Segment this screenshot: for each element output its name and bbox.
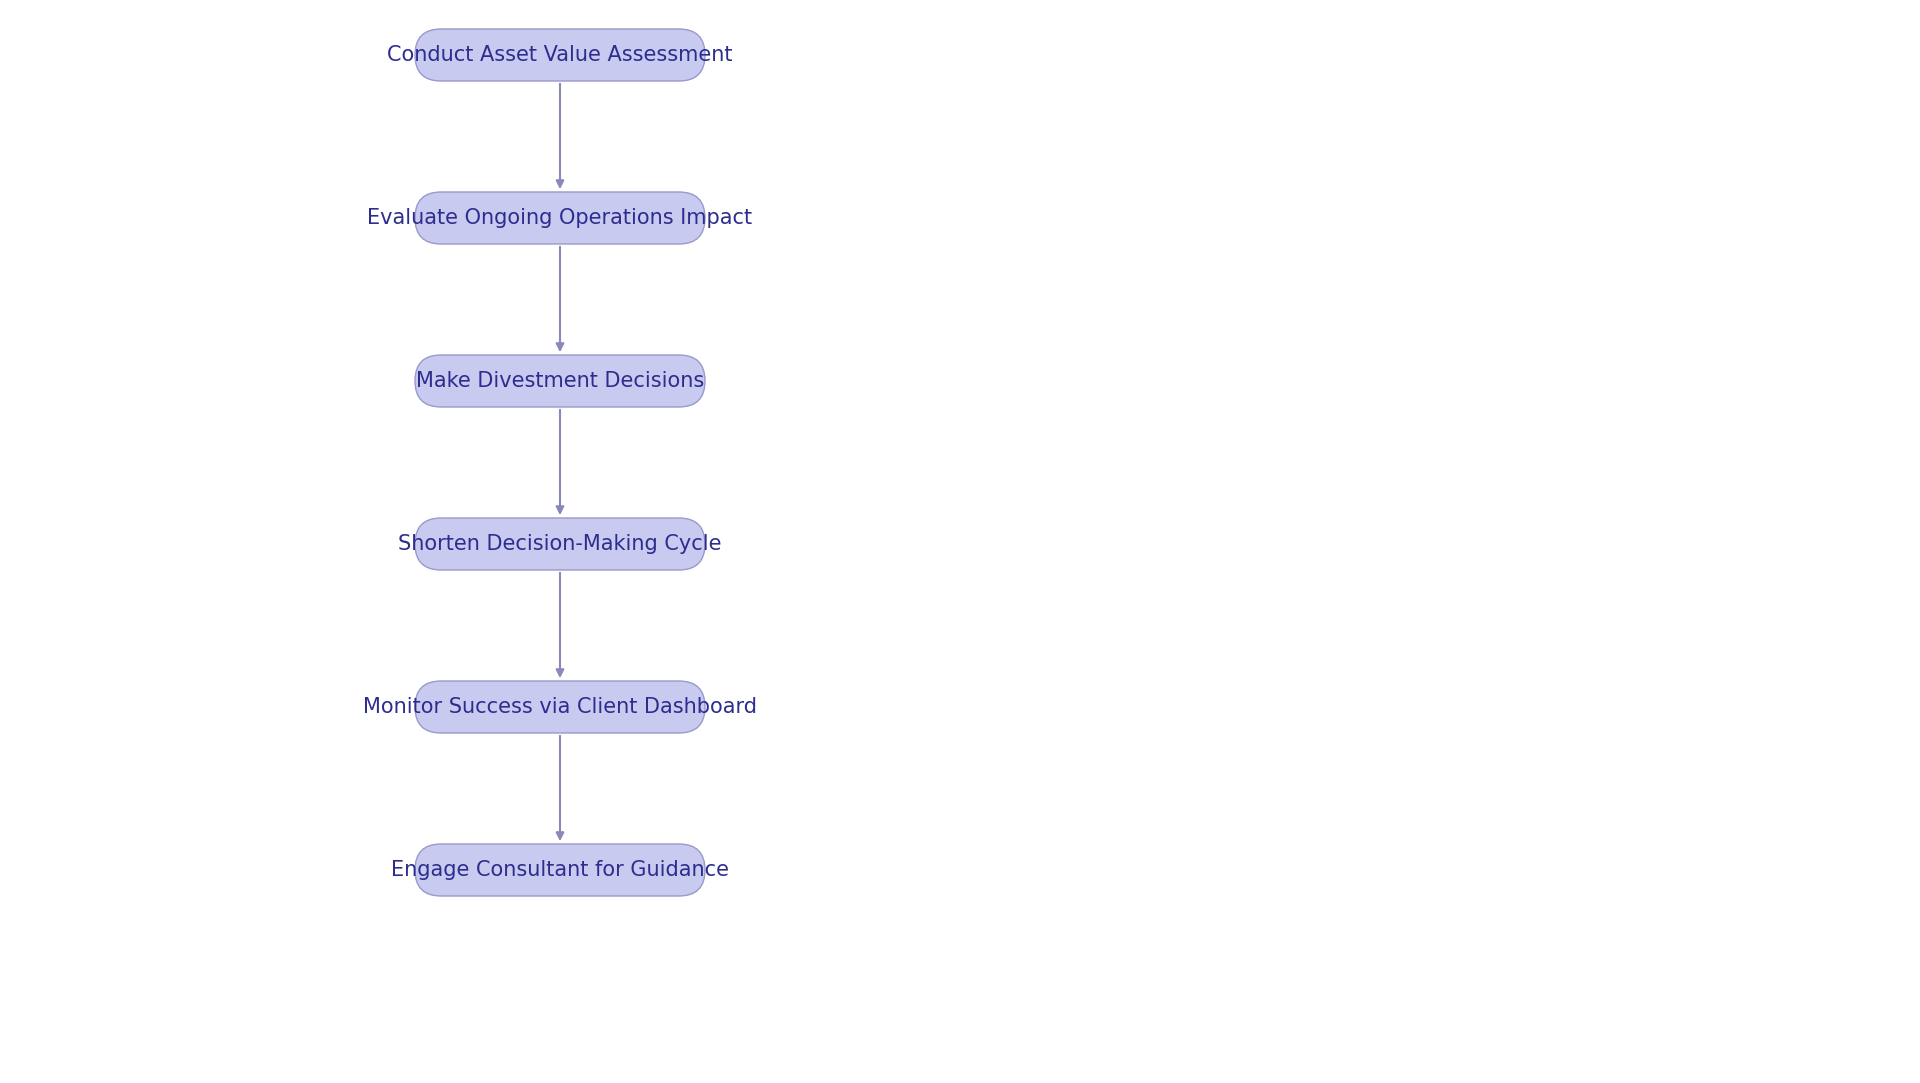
- FancyBboxPatch shape: [415, 844, 705, 896]
- Text: Evaluate Ongoing Operations Impact: Evaluate Ongoing Operations Impact: [367, 208, 753, 229]
- FancyBboxPatch shape: [415, 518, 705, 570]
- Text: Shorten Decision-Making Cycle: Shorten Decision-Making Cycle: [397, 534, 722, 554]
- FancyBboxPatch shape: [415, 29, 705, 81]
- FancyBboxPatch shape: [415, 681, 705, 733]
- FancyBboxPatch shape: [415, 192, 705, 244]
- FancyBboxPatch shape: [415, 355, 705, 407]
- Text: Monitor Success via Client Dashboard: Monitor Success via Client Dashboard: [363, 697, 756, 717]
- Text: Make Divestment Decisions: Make Divestment Decisions: [417, 371, 705, 391]
- Text: Conduct Asset Value Assessment: Conduct Asset Value Assessment: [388, 45, 733, 65]
- Text: Engage Consultant for Guidance: Engage Consultant for Guidance: [392, 860, 730, 880]
